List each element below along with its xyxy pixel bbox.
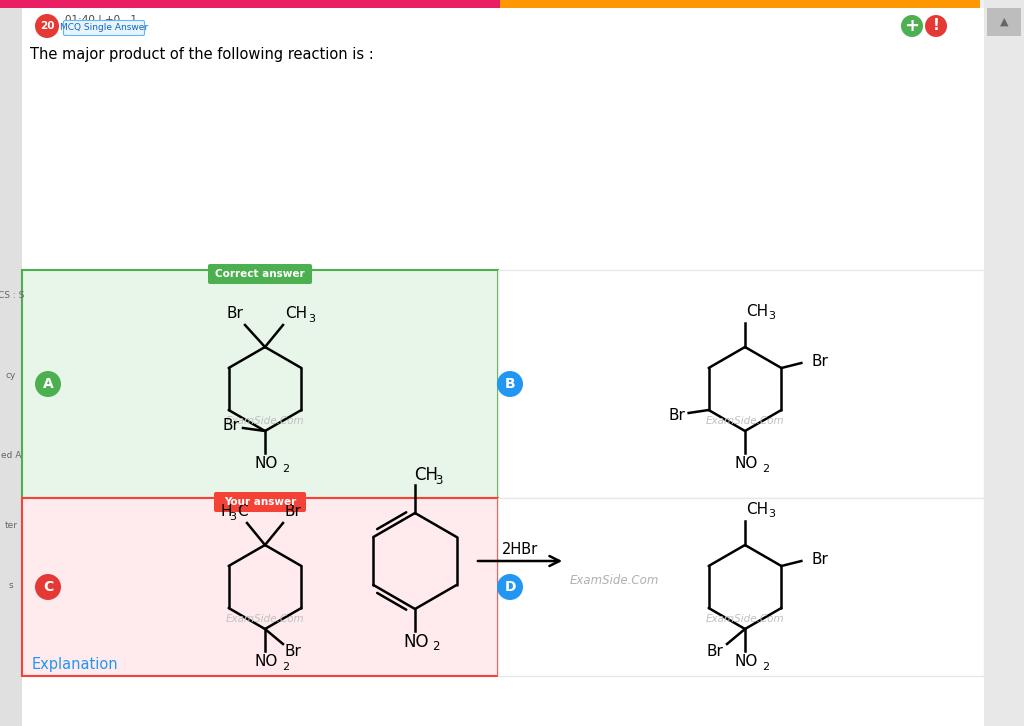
Text: A: A <box>43 377 53 391</box>
Text: Explanation: Explanation <box>32 656 119 672</box>
Text: 3: 3 <box>308 314 315 324</box>
Text: ExamSide.Com: ExamSide.Com <box>570 574 659 587</box>
Text: 2: 2 <box>762 662 769 672</box>
Bar <box>984 0 1024 726</box>
Circle shape <box>497 371 523 397</box>
Text: Br: Br <box>285 643 302 658</box>
Text: Br: Br <box>285 505 302 520</box>
Text: 01:40 | +0  -1: 01:40 | +0 -1 <box>65 15 137 25</box>
Text: Br: Br <box>707 645 723 659</box>
Text: 3: 3 <box>229 512 236 522</box>
Text: ExamSide.Com: ExamSide.Com <box>706 614 784 624</box>
Text: +: + <box>904 17 920 35</box>
Text: C: C <box>237 505 248 520</box>
Text: NO: NO <box>403 633 429 651</box>
Text: NO: NO <box>734 457 758 471</box>
Bar <box>500 0 980 8</box>
Text: ▲: ▲ <box>999 17 1009 27</box>
Text: Br: Br <box>811 552 828 566</box>
Circle shape <box>901 15 923 37</box>
Circle shape <box>35 574 61 600</box>
Text: ed A: ed A <box>1 452 22 460</box>
Text: NO: NO <box>254 655 278 669</box>
Text: s: s <box>8 582 13 590</box>
Bar <box>0 0 980 8</box>
Text: ExamSide.Com: ExamSide.Com <box>706 416 784 426</box>
Text: 2HBr: 2HBr <box>502 542 539 557</box>
FancyBboxPatch shape <box>214 492 306 512</box>
Text: ter: ter <box>4 521 17 531</box>
Bar <box>22 270 498 498</box>
Text: H: H <box>221 505 232 520</box>
FancyBboxPatch shape <box>208 264 312 284</box>
Text: 3: 3 <box>435 473 442 486</box>
Text: CH: CH <box>285 306 307 322</box>
Text: ExamSide.Com: ExamSide.Com <box>225 614 304 624</box>
Text: Br: Br <box>226 306 244 322</box>
Text: Correct answer: Correct answer <box>215 269 305 279</box>
Bar <box>0 8 22 726</box>
Bar <box>22 498 498 676</box>
Circle shape <box>497 574 523 600</box>
Text: NO: NO <box>734 655 758 669</box>
Text: CH: CH <box>746 502 768 516</box>
Circle shape <box>35 14 59 38</box>
Text: NO: NO <box>254 457 278 471</box>
Text: CH: CH <box>746 303 768 319</box>
Text: B: B <box>505 377 515 391</box>
Text: 3: 3 <box>768 509 775 519</box>
Text: 2: 2 <box>282 464 289 474</box>
Text: MCQ Single Answer: MCQ Single Answer <box>60 23 148 33</box>
Bar <box>498 498 984 676</box>
Text: 2: 2 <box>282 662 289 672</box>
Bar <box>987 8 1021 36</box>
Text: cy: cy <box>6 372 16 380</box>
Circle shape <box>35 371 61 397</box>
Circle shape <box>925 15 947 37</box>
Text: ExamSide.Com: ExamSide.Com <box>225 416 304 426</box>
Text: D: D <box>504 580 516 594</box>
Text: Br: Br <box>669 407 685 423</box>
Text: 3: 3 <box>768 311 775 321</box>
Text: !: ! <box>933 18 939 33</box>
Text: 2: 2 <box>432 640 439 653</box>
FancyBboxPatch shape <box>63 20 144 36</box>
Text: CH: CH <box>414 466 438 484</box>
Bar <box>498 270 984 498</box>
Text: The major product of the following reaction is :: The major product of the following react… <box>30 46 374 62</box>
Text: C: C <box>43 580 53 594</box>
Text: CS : S: CS : S <box>0 292 25 301</box>
Text: 20: 20 <box>40 21 54 31</box>
Text: Your answer: Your answer <box>224 497 296 507</box>
Text: 2: 2 <box>762 464 769 474</box>
Text: Br: Br <box>222 418 240 433</box>
Text: Br: Br <box>811 354 828 369</box>
